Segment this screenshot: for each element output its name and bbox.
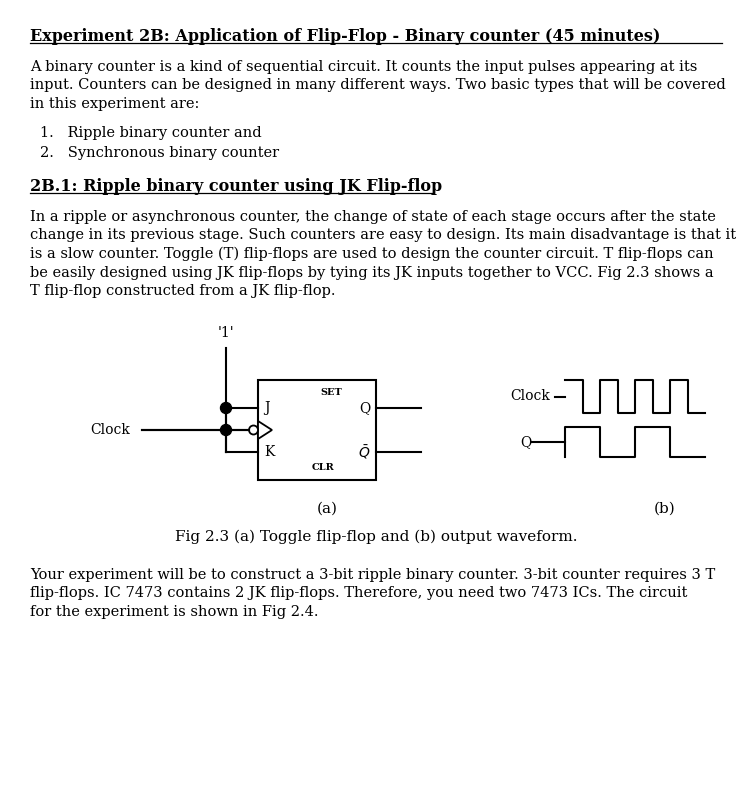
Text: K: K <box>264 445 274 459</box>
Text: Q: Q <box>520 435 531 449</box>
Text: Experiment 2B: Application of Flip-Flop - Binary counter (45 minutes): Experiment 2B: Application of Flip-Flop … <box>30 28 660 45</box>
Circle shape <box>220 424 232 435</box>
Text: (b): (b) <box>654 502 676 516</box>
Text: Clock: Clock <box>90 423 130 437</box>
Text: 2B.1: Ripple binary counter using JK Flip-flop: 2B.1: Ripple binary counter using JK Fli… <box>30 178 442 195</box>
Text: CLR: CLR <box>311 463 335 472</box>
Text: A binary counter is a kind of sequential circuit. It counts the input pulses app: A binary counter is a kind of sequential… <box>30 60 726 111</box>
Polygon shape <box>258 421 272 439</box>
Text: Clock: Clock <box>510 389 550 404</box>
Text: $\bar{Q}$: $\bar{Q}$ <box>358 443 370 461</box>
Text: (a): (a) <box>317 502 338 516</box>
Text: 1.   Ripple binary counter and: 1. Ripple binary counter and <box>40 126 262 140</box>
Text: SET: SET <box>320 388 342 397</box>
Text: Fig 2.3 (a) Toggle flip-flop and (b) output waveform.: Fig 2.3 (a) Toggle flip-flop and (b) out… <box>174 530 578 544</box>
Bar <box>258 380 376 480</box>
Text: '1': '1' <box>217 326 235 340</box>
Text: 2.   Synchronous binary counter: 2. Synchronous binary counter <box>40 146 279 160</box>
Text: In a ripple or asynchronous counter, the change of state of each stage occurs af: In a ripple or asynchronous counter, the… <box>30 210 736 298</box>
Text: Your experiment will be to construct a 3-bit ripple binary counter. 3-bit counte: Your experiment will be to construct a 3… <box>30 568 715 619</box>
Circle shape <box>249 426 258 434</box>
Circle shape <box>220 402 232 413</box>
Text: J: J <box>264 401 269 415</box>
Text: Q: Q <box>359 401 370 415</box>
